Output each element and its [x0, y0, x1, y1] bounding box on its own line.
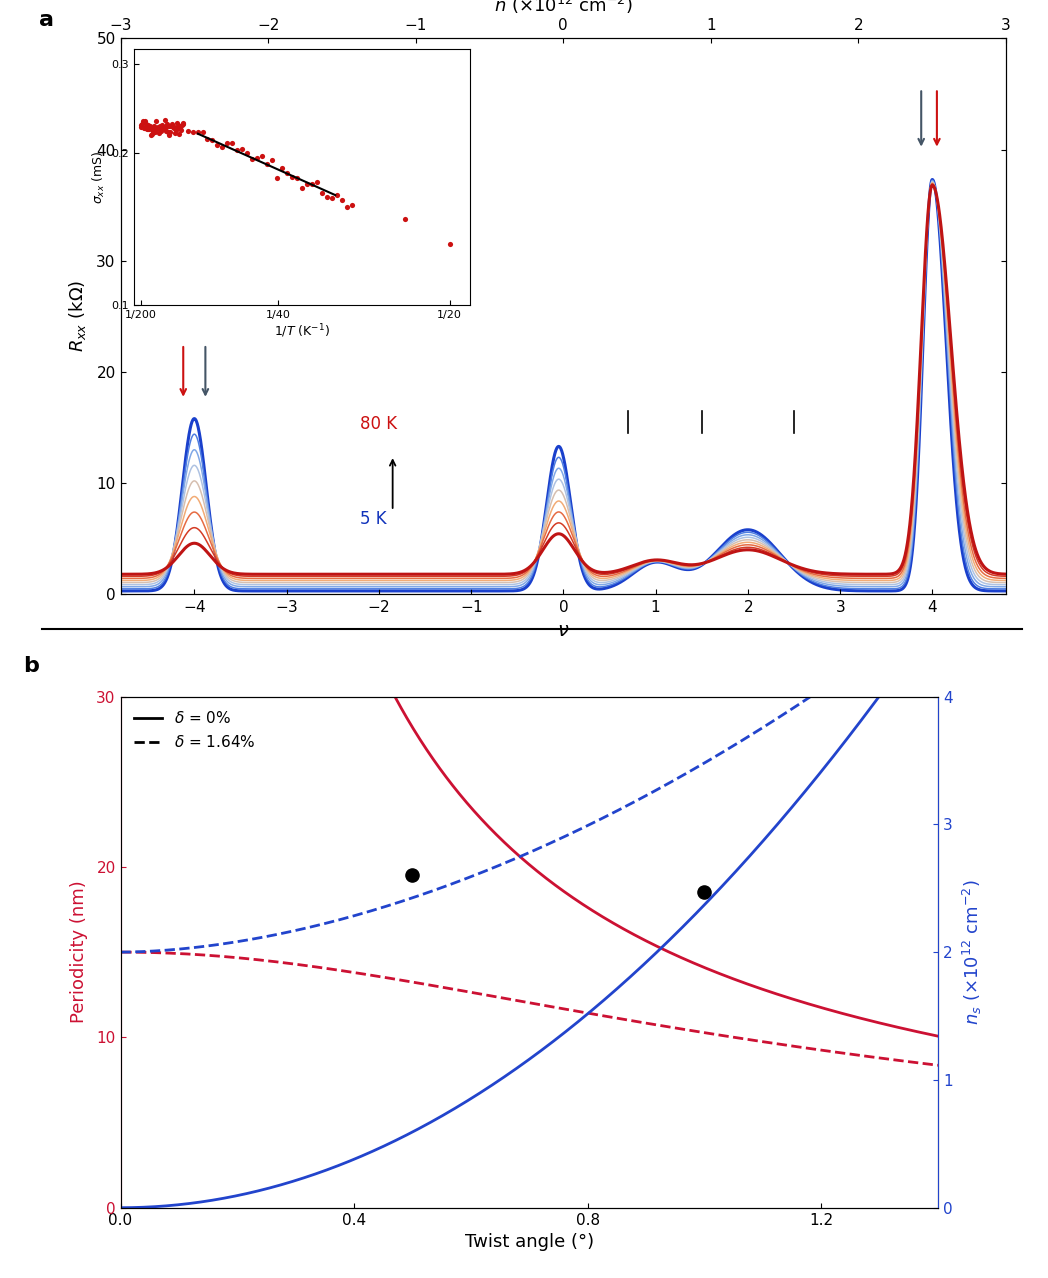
Text: 5 K: 5 K: [361, 510, 387, 528]
Point: [696, 882, 713, 902]
Text: b: b: [23, 656, 39, 676]
Y-axis label: $n_s$ ($\times 10^{12}$ cm$^{-2}$): $n_s$ ($\times 10^{12}$ cm$^{-2}$): [961, 879, 984, 1025]
Text: 80 K: 80 K: [361, 415, 397, 433]
Legend: $\delta$ = 0%, $\delta$ = 1.64%: $\delta$ = 0%, $\delta$ = 1.64%: [128, 704, 262, 757]
Y-axis label: $R_{xx}$ (k$\Omega$): $R_{xx}$ (k$\Omega$): [67, 280, 88, 353]
X-axis label: $n$ ($\times 10^{12}$ cm$^{-2}$): $n$ ($\times 10^{12}$ cm$^{-2}$): [494, 0, 633, 15]
Y-axis label: Periodicity (nm): Periodicity (nm): [70, 881, 88, 1024]
X-axis label: $\nu$: $\nu$: [558, 621, 569, 640]
Point: [405, 865, 421, 886]
Text: a: a: [39, 10, 54, 29]
X-axis label: Twist angle (°): Twist angle (°): [464, 1233, 594, 1251]
